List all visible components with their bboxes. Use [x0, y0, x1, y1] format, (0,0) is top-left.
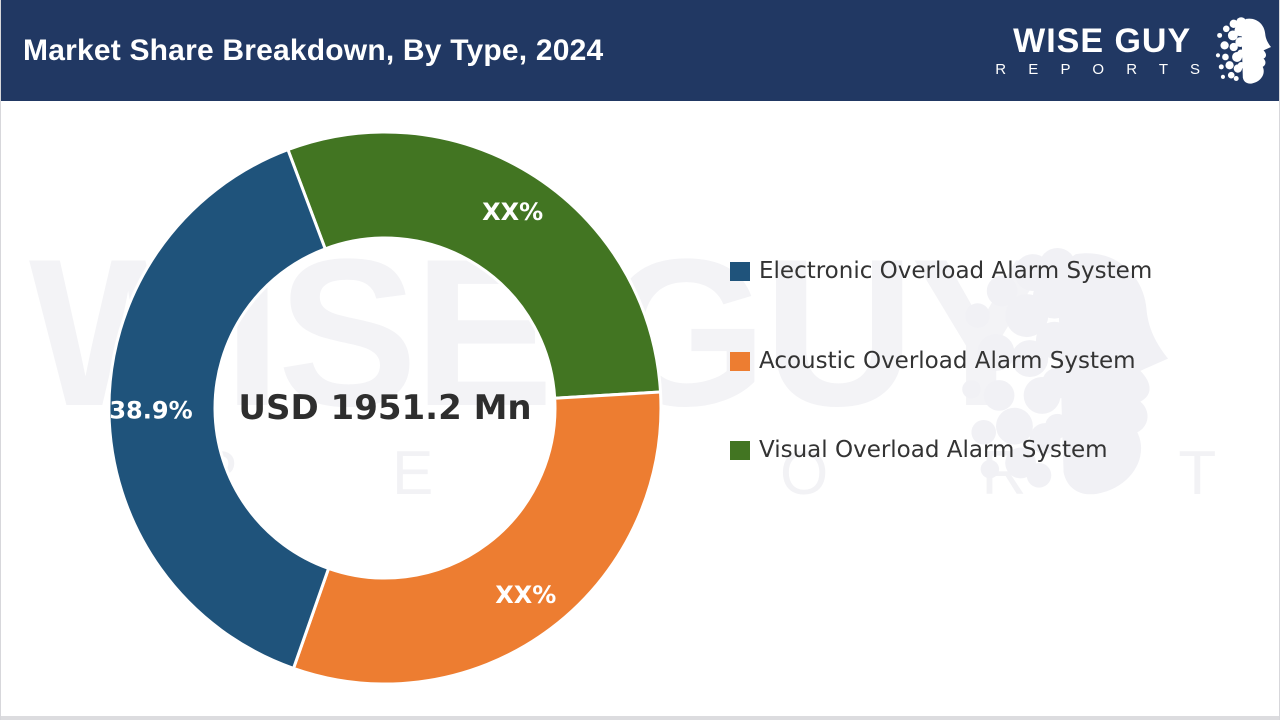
- watermark-head-profile-icon: [962, 248, 1168, 495]
- wise-guy-reports-logo: WISE GUY R E P O R T S: [995, 6, 1271, 96]
- legend-swatch-electronic: [730, 261, 750, 281]
- legend-label-visual: Visual Overload Alarm System: [759, 437, 1108, 463]
- page-title: Market Share Breakdown, By Type, 2024: [23, 33, 604, 67]
- donut-slice-electronic-overload-alarm-system: [107, 148, 331, 670]
- chart-center-value: USD 1951.2 Mn: [238, 388, 532, 428]
- slice-label-electronic-overload-alarm-system: 38.9%: [109, 397, 192, 425]
- logo-head-profile-icon: [1215, 17, 1271, 84]
- logo-text: WISE GUY R E P O R T S: [995, 24, 1209, 78]
- legend-label-acoustic: Acoustic Overload Alarm System: [759, 348, 1136, 374]
- legend-label-electronic: Electronic Overload Alarm System: [759, 258, 1153, 284]
- legend-swatch-acoustic: [730, 351, 750, 371]
- header-bar: Market Share Breakdown, By Type, 2024 WI…: [1, 0, 1279, 101]
- legend-item-electronic: Electronic Overload Alarm System: [730, 258, 1153, 284]
- logo-wordmark: WISE GUY: [1013, 22, 1192, 60]
- slice-label-visual-overload-alarm-system: XX%: [482, 198, 543, 226]
- logo-reports-text: R E P O R T S: [995, 61, 1209, 78]
- legend-swatch-visual: [730, 440, 750, 460]
- legend-item-visual: Visual Overload Alarm System: [730, 437, 1108, 463]
- legend-item-acoustic: Acoustic Overload Alarm System: [730, 348, 1136, 374]
- bottom-divider: [1, 716, 1279, 720]
- slice-label-acoustic-overload-alarm-system: XX%: [495, 581, 556, 609]
- donut-slice-acoustic-overload-alarm-system: [292, 390, 663, 686]
- donut-slice-visual-overload-alarm-system: [286, 130, 662, 400]
